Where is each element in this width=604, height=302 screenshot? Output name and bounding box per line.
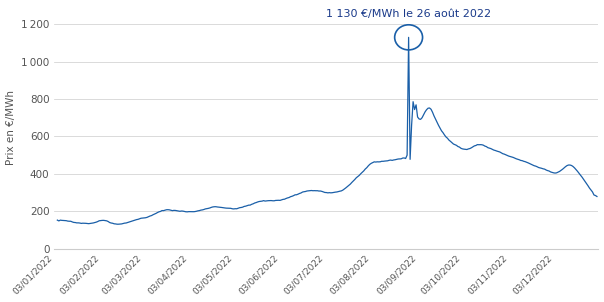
Y-axis label: Prix en €/MWh: Prix en €/MWh (5, 90, 16, 165)
Text: 1 130 €/MWh le 26 août 2022: 1 130 €/MWh le 26 août 2022 (326, 9, 491, 19)
